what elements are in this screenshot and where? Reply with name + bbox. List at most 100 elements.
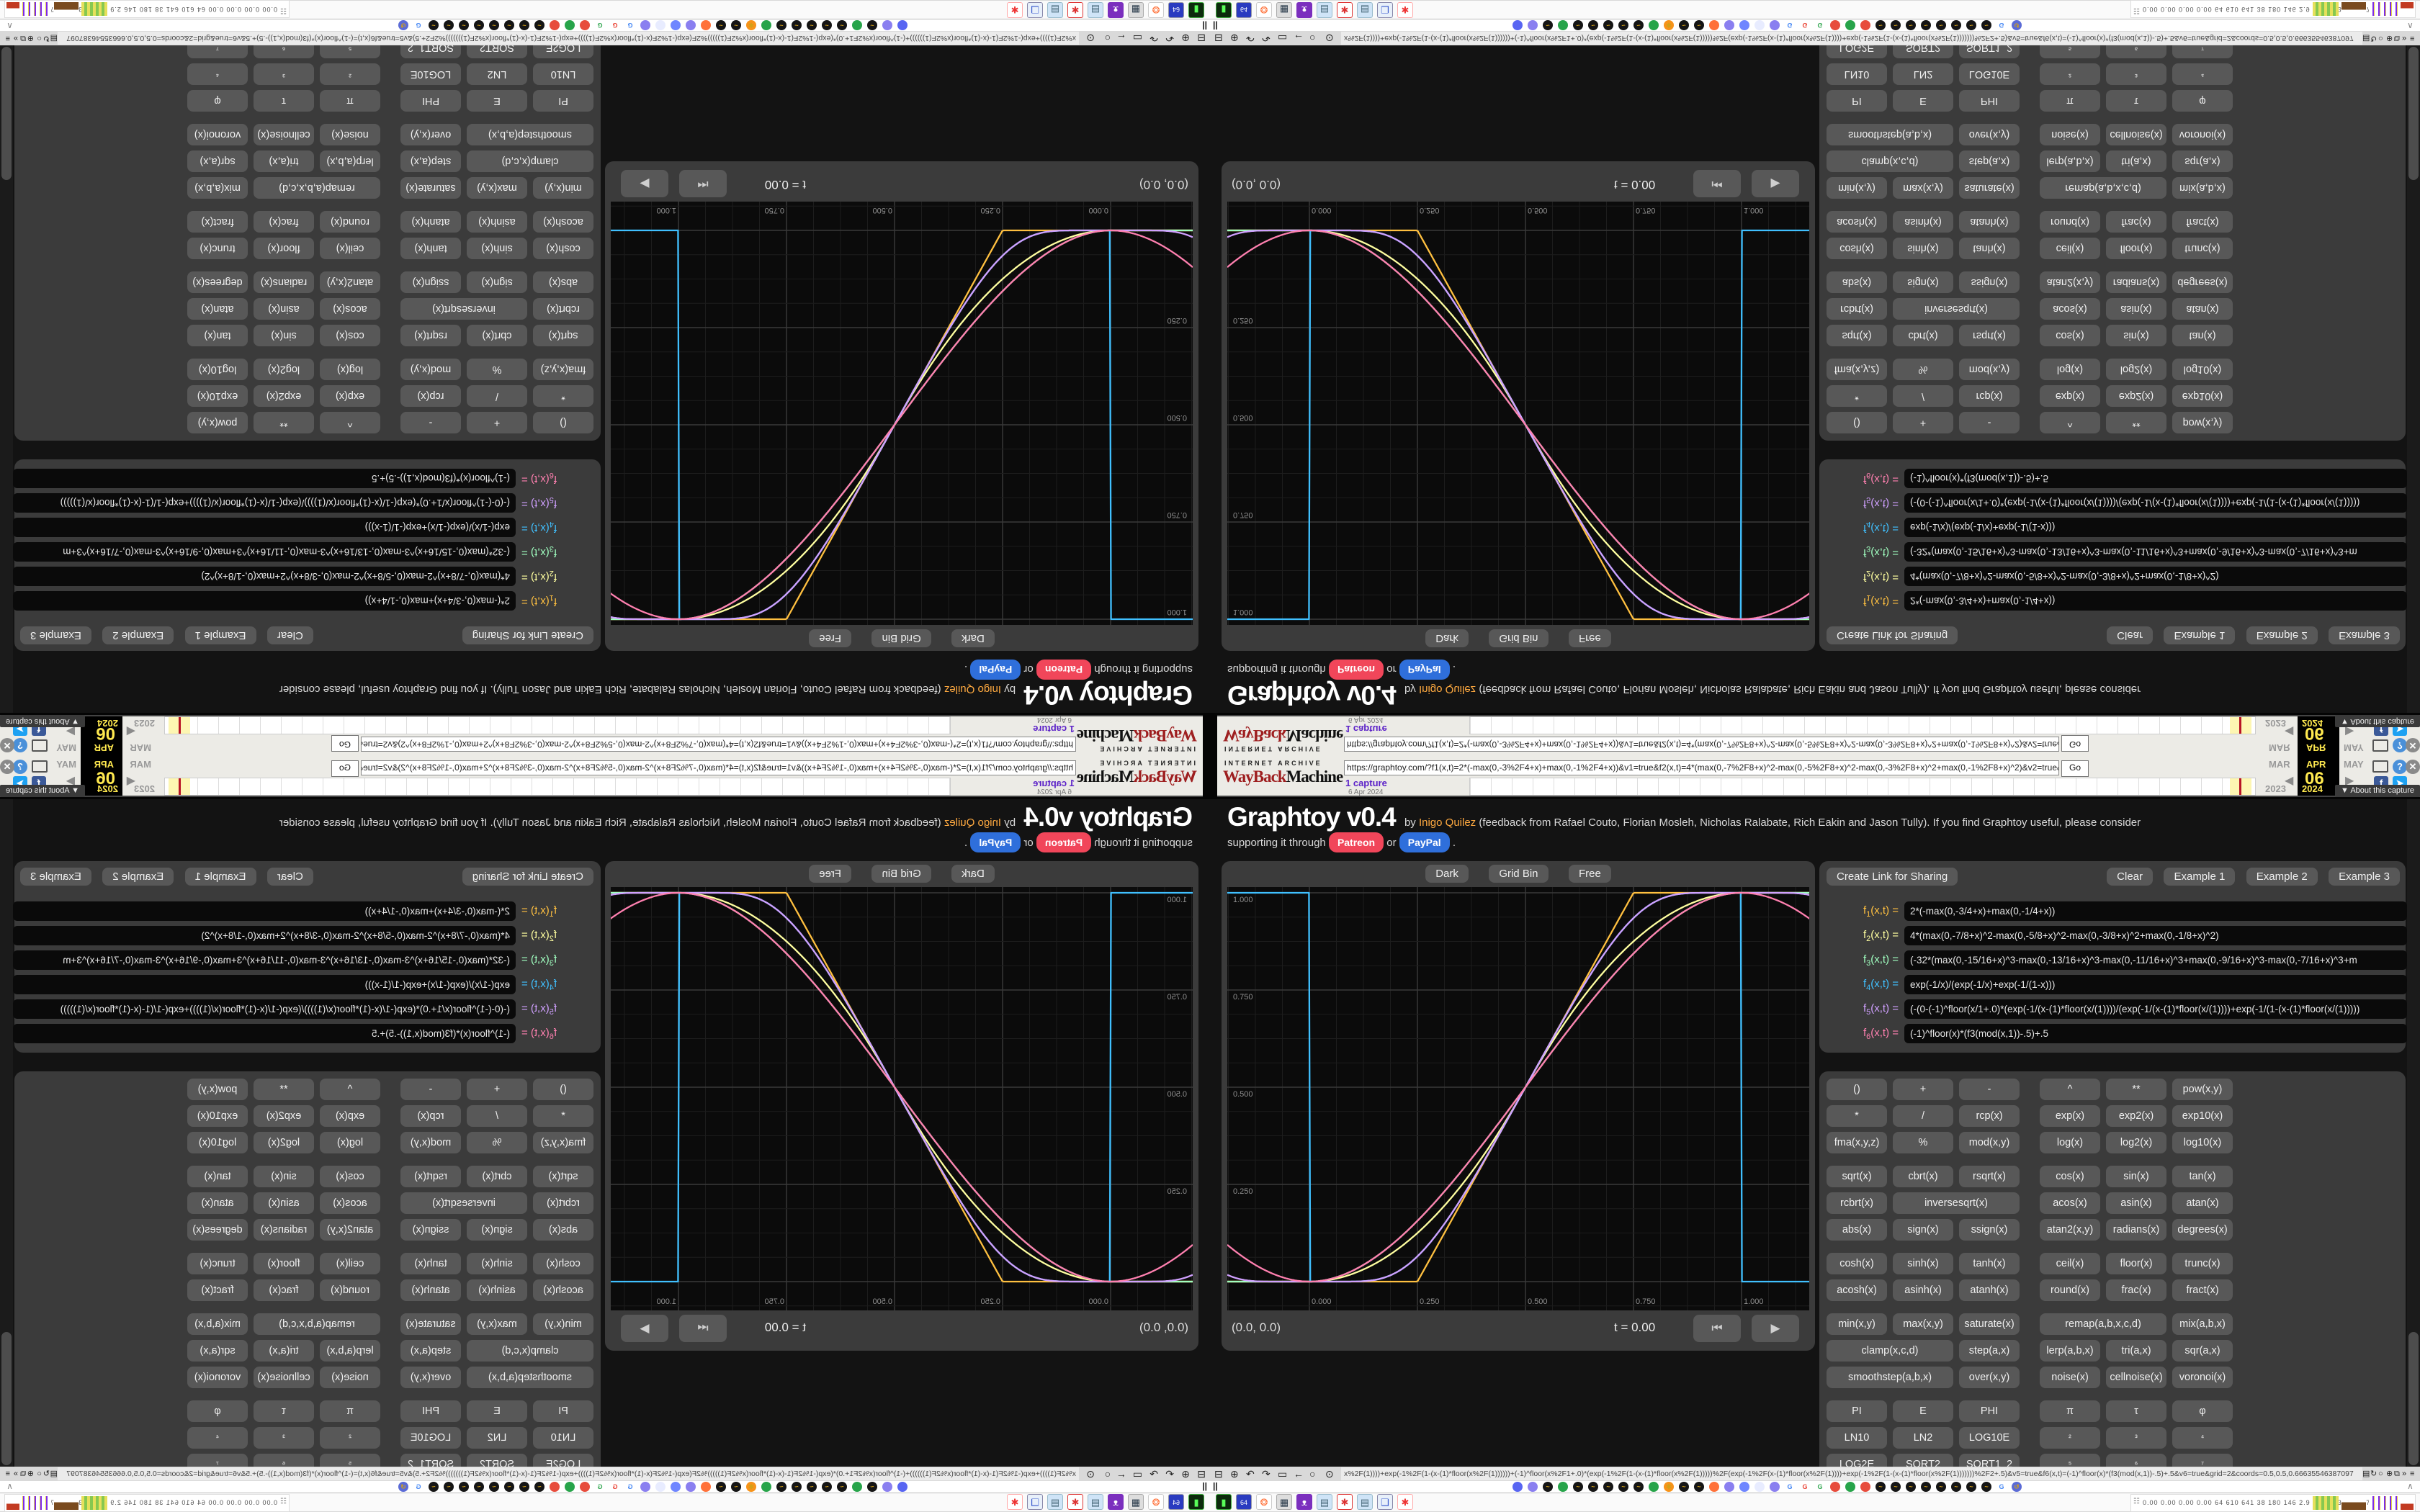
keypad-button[interactable]: acos(x) bbox=[320, 1192, 380, 1214]
formula-input[interactable]: 4*(max(0,-7/8+x)^2-max(0,-5/8+x)^2-max(0… bbox=[1904, 926, 2407, 945]
firefox-app-icon[interactable]: ❂ bbox=[1256, 1494, 1272, 1510]
extension-icon[interactable]: ~ bbox=[1891, 20, 1901, 30]
keypad-button[interactable]: exp2(x) bbox=[2106, 385, 2166, 407]
bookmark-icon[interactable]: ▤ bbox=[2362, 1470, 2370, 1478]
wayback-year-current[interactable]: 2024 bbox=[97, 718, 118, 729]
keypad-button[interactable]: atan2(x,y) bbox=[320, 1219, 380, 1241]
keypad-button[interactable]: clamp(x,c,d) bbox=[467, 1340, 593, 1362]
firefox-app-icon[interactable]: ❂ bbox=[1256, 2, 1272, 18]
extension-icon[interactable]: G bbox=[610, 20, 620, 30]
extension-icon[interactable] bbox=[852, 1482, 862, 1492]
extension-icon[interactable]: ~ bbox=[474, 20, 484, 30]
keypad-button[interactable]: ⁷ bbox=[2172, 1454, 2233, 1467]
keypad-button[interactable]: exp10(x) bbox=[2172, 385, 2233, 407]
keypad-button[interactable]: abs(x) bbox=[533, 271, 593, 293]
keypad-button[interactable]: frac(x) bbox=[2106, 211, 2166, 233]
keypad-button[interactable]: cosh(x) bbox=[533, 238, 593, 259]
keypad-button[interactable]: ** bbox=[254, 412, 314, 433]
formula-input[interactable]: (-(0-(-1)^floor(x/1+.0)*(exp(-1/(x-(1)*f… bbox=[1904, 493, 2407, 513]
terminal-app-icon[interactable]: ▮ bbox=[1216, 2, 1232, 18]
keypad-button[interactable]: mix(a,b,x) bbox=[2172, 1313, 2233, 1335]
page-scrollbar[interactable] bbox=[0, 799, 13, 1467]
paypal-button[interactable]: PayPal bbox=[1399, 660, 1450, 680]
keypad-button[interactable]: + bbox=[1893, 1079, 1953, 1100]
extension-icon[interactable] bbox=[1845, 20, 1855, 30]
url-field[interactable]: x%2F(1))))+exp(-1%2F(1-(x-(1)*floor(x%2F… bbox=[58, 1467, 1079, 1480]
keypad-button[interactable]: clamp(x,c,d) bbox=[1827, 1340, 1953, 1362]
back-icon[interactable]: ← bbox=[1294, 1468, 1304, 1480]
extension-icon[interactable] bbox=[640, 1482, 650, 1492]
patreon-button[interactable]: Patreon bbox=[1036, 660, 1092, 680]
keypad-button[interactable]: noise(x) bbox=[320, 124, 380, 145]
example-2-button[interactable]: Example 2 bbox=[2246, 868, 2318, 886]
keypad-button[interactable]: trunc(x) bbox=[187, 1253, 248, 1274]
window-icon[interactable] bbox=[32, 760, 48, 773]
keypad-button[interactable]: acosh(x) bbox=[533, 211, 593, 233]
back-icon[interactable]: ← bbox=[1294, 32, 1304, 44]
time-reset-button[interactable]: ⏮ bbox=[679, 1315, 727, 1342]
keypad-button[interactable]: acos(x) bbox=[320, 298, 380, 320]
keypad-button[interactable]: ² bbox=[2040, 63, 2100, 85]
keypad-button[interactable]: () bbox=[1827, 1079, 1887, 1100]
keypad-button[interactable]: asin(x) bbox=[2106, 298, 2166, 320]
wayback-machine-logo[interactable]: WayBackMachine bbox=[1223, 726, 1343, 744]
zoom-icon[interactable]: ⊕ bbox=[1230, 1468, 1239, 1480]
keypad-button[interactable]: saturate(x) bbox=[1959, 1313, 2020, 1335]
trash-icon[interactable]: ⊟ bbox=[1214, 1468, 1223, 1480]
refresh-icon[interactable]: ↻ bbox=[2370, 34, 2378, 42]
extension-icon[interactable]: ✱ bbox=[1664, 1482, 1674, 1492]
keypad-button[interactable]: / bbox=[1893, 385, 1953, 407]
keypad-button[interactable]: ² bbox=[320, 1427, 380, 1449]
keypad-button[interactable]: rcbrt(x) bbox=[1827, 298, 1887, 320]
wayback-url-input[interactable]: https://graphtoy.com/?f1(x,t)=2*(-max(0,… bbox=[361, 737, 1076, 752]
keypad-button[interactable]: atanh(x) bbox=[1959, 1279, 2020, 1301]
keypad-button[interactable]: sin(x) bbox=[2106, 325, 2166, 346]
extension-icon[interactable] bbox=[1512, 1482, 1523, 1492]
keypad-button[interactable]: atan2(x,y) bbox=[2040, 1219, 2100, 1241]
extension-icon[interactable]: ~ bbox=[731, 1482, 741, 1492]
extension-icon[interactable] bbox=[1528, 1482, 1538, 1492]
extension-icon[interactable]: ~ bbox=[1921, 1482, 1931, 1492]
keypad-button[interactable]: ^ bbox=[320, 412, 380, 433]
formula-input[interactable]: 2*(-max(0,-3/4+x)+max(0,-1/4+x)) bbox=[1904, 591, 2407, 611]
keypad-button[interactable]: fract(x) bbox=[187, 211, 248, 233]
gear2-app-icon[interactable]: ✱ bbox=[1007, 1494, 1023, 1510]
extension-icon[interactable]: G bbox=[625, 20, 635, 30]
extension-icon[interactable] bbox=[565, 20, 575, 30]
extension-icon[interactable] bbox=[1754, 1482, 1765, 1492]
extension-icon[interactable]: ~ bbox=[1588, 20, 1598, 30]
wayback-url-input[interactable]: https://graphtoy.com/?f1(x,t)=2*(-max(0,… bbox=[361, 760, 1076, 775]
extension-icon[interactable] bbox=[580, 1482, 590, 1492]
time-play-button[interactable]: ▶ bbox=[1752, 170, 1799, 197]
menu-icon[interactable]: ≡ bbox=[2410, 34, 2415, 42]
keypad-button[interactable]: mix(a,b,x) bbox=[2172, 177, 2233, 199]
keypad-button[interactable]: ⁵ bbox=[320, 1454, 380, 1467]
keypad-button[interactable]: ³ bbox=[2106, 1427, 2166, 1449]
keypad-button[interactable]: remap(a,b,x,c,d) bbox=[2040, 177, 2166, 199]
keypad-button[interactable]: mix(a,b,x) bbox=[187, 177, 248, 199]
keypad-button[interactable]: () bbox=[533, 1079, 593, 1100]
window-icon[interactable] bbox=[32, 739, 48, 752]
extension-icon[interactable]: ~ bbox=[1981, 1482, 1991, 1492]
keypad-button[interactable]: min(x,y) bbox=[533, 1313, 593, 1335]
extension-icon[interactable]: ~ bbox=[792, 1482, 802, 1492]
range-mode-button[interactable]: Free bbox=[1568, 629, 1611, 647]
grid-mode-button[interactable]: Grid Bin bbox=[871, 629, 931, 647]
scrollbar-thumb[interactable] bbox=[2408, 47, 2419, 180]
notepad2-app-icon[interactable]: ▤ bbox=[1357, 2, 1373, 18]
formula-input[interactable]: (-32*(max(0,-15/16+x)^3-max(0,-13/16+x)^… bbox=[13, 950, 516, 970]
close-icon[interactable]: ✕ bbox=[2406, 738, 2420, 752]
extension-icon[interactable]: ↺ bbox=[398, 1482, 408, 1492]
wayback-year-current[interactable]: 2024 bbox=[2302, 718, 2323, 729]
extension-icon[interactable]: ~ bbox=[1634, 1482, 1644, 1492]
keypad-button[interactable]: exp2(x) bbox=[254, 385, 314, 407]
keypad-button[interactable]: SQRT2 bbox=[467, 1454, 527, 1467]
extension-icon[interactable]: ~ bbox=[1694, 20, 1704, 30]
keypad-button[interactable]: exp(x) bbox=[2040, 1105, 2100, 1127]
zoom-icon[interactable]: ⊕ bbox=[1230, 32, 1239, 44]
reload-icon[interactable]: ○ bbox=[1104, 1468, 1111, 1480]
extension-icon[interactable]: ~ bbox=[519, 1482, 529, 1492]
theme-button[interactable]: Dark bbox=[1425, 629, 1469, 647]
keypad-button[interactable]: step(a,x) bbox=[400, 1340, 461, 1362]
keypad-button[interactable]: smoothstep(a,b,x) bbox=[1827, 124, 1953, 145]
